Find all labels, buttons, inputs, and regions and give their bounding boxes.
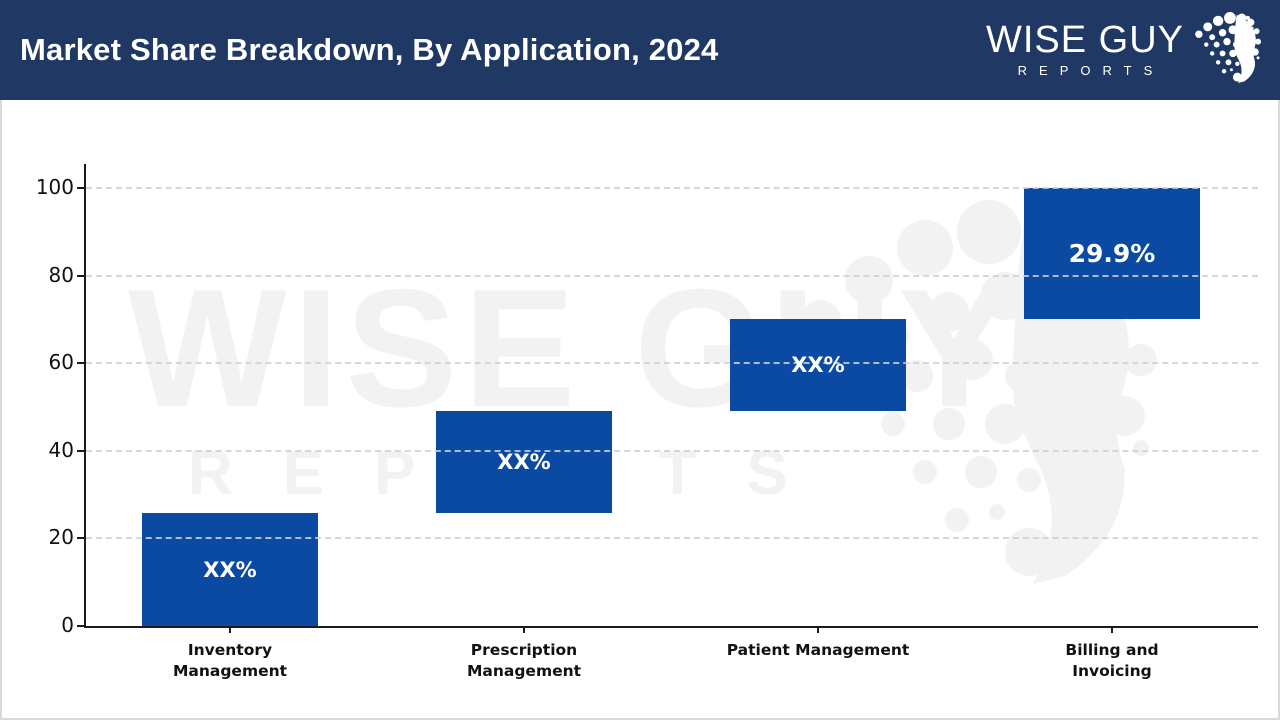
logo-wordmark: WISE GUY [985,19,1184,61]
page-title: Market Share Breakdown, By Application, … [20,32,719,67]
x-tick-mark [817,627,819,633]
y-tick-label: 20 [48,525,74,550]
y-tick-mark [77,449,86,452]
gridline [86,449,1258,452]
y-tick-mark [77,274,86,277]
y-tick-mark [77,187,86,189]
y-axis-line [84,164,86,628]
y-tick-label: 100 [35,175,74,199]
gridline [86,187,1258,189]
y-tick-label: 80 [48,262,74,287]
logo-text: WISE GUY REPORTS [986,20,1184,78]
bar-value-label: XX% [203,557,257,582]
y-tick-label: 0 [61,613,74,637]
bar-value-label: XX% [497,450,551,475]
brand-logo: WISE GUY REPORTS [986,12,1266,86]
x-tick-mark [1111,627,1113,633]
y-tick-mark [77,362,86,365]
bar-segment [142,513,318,626]
x-tick-mark [229,627,231,633]
bar-segment [436,410,612,514]
y-tick-mark [77,537,86,540]
logo-face-icon [1195,12,1262,84]
y-tick-mark [77,625,86,627]
x-category-label: Patient Management [726,641,910,659]
gridline [86,274,1258,277]
bar-segment [1024,188,1200,319]
logo-subtitle: REPORTS [1017,63,1165,78]
bar-value-label: 29.9% [1068,238,1156,268]
x-category-label: Billing and Invoicing [1065,641,1159,680]
x-category-label: Inventory Management [172,641,288,680]
x-axis-line [84,626,1258,628]
gridline [86,537,1258,540]
x-category-label: Prescription Management [466,641,582,680]
x-tick-mark [523,627,525,633]
bar-value-label: XX% [791,352,845,377]
y-tick-label: 60 [48,350,74,375]
y-tick-label: 40 [48,437,74,462]
bar-segment [730,318,906,411]
header-bar: Market Share Breakdown, By Application, … [0,0,1280,100]
gridline [86,362,1258,365]
